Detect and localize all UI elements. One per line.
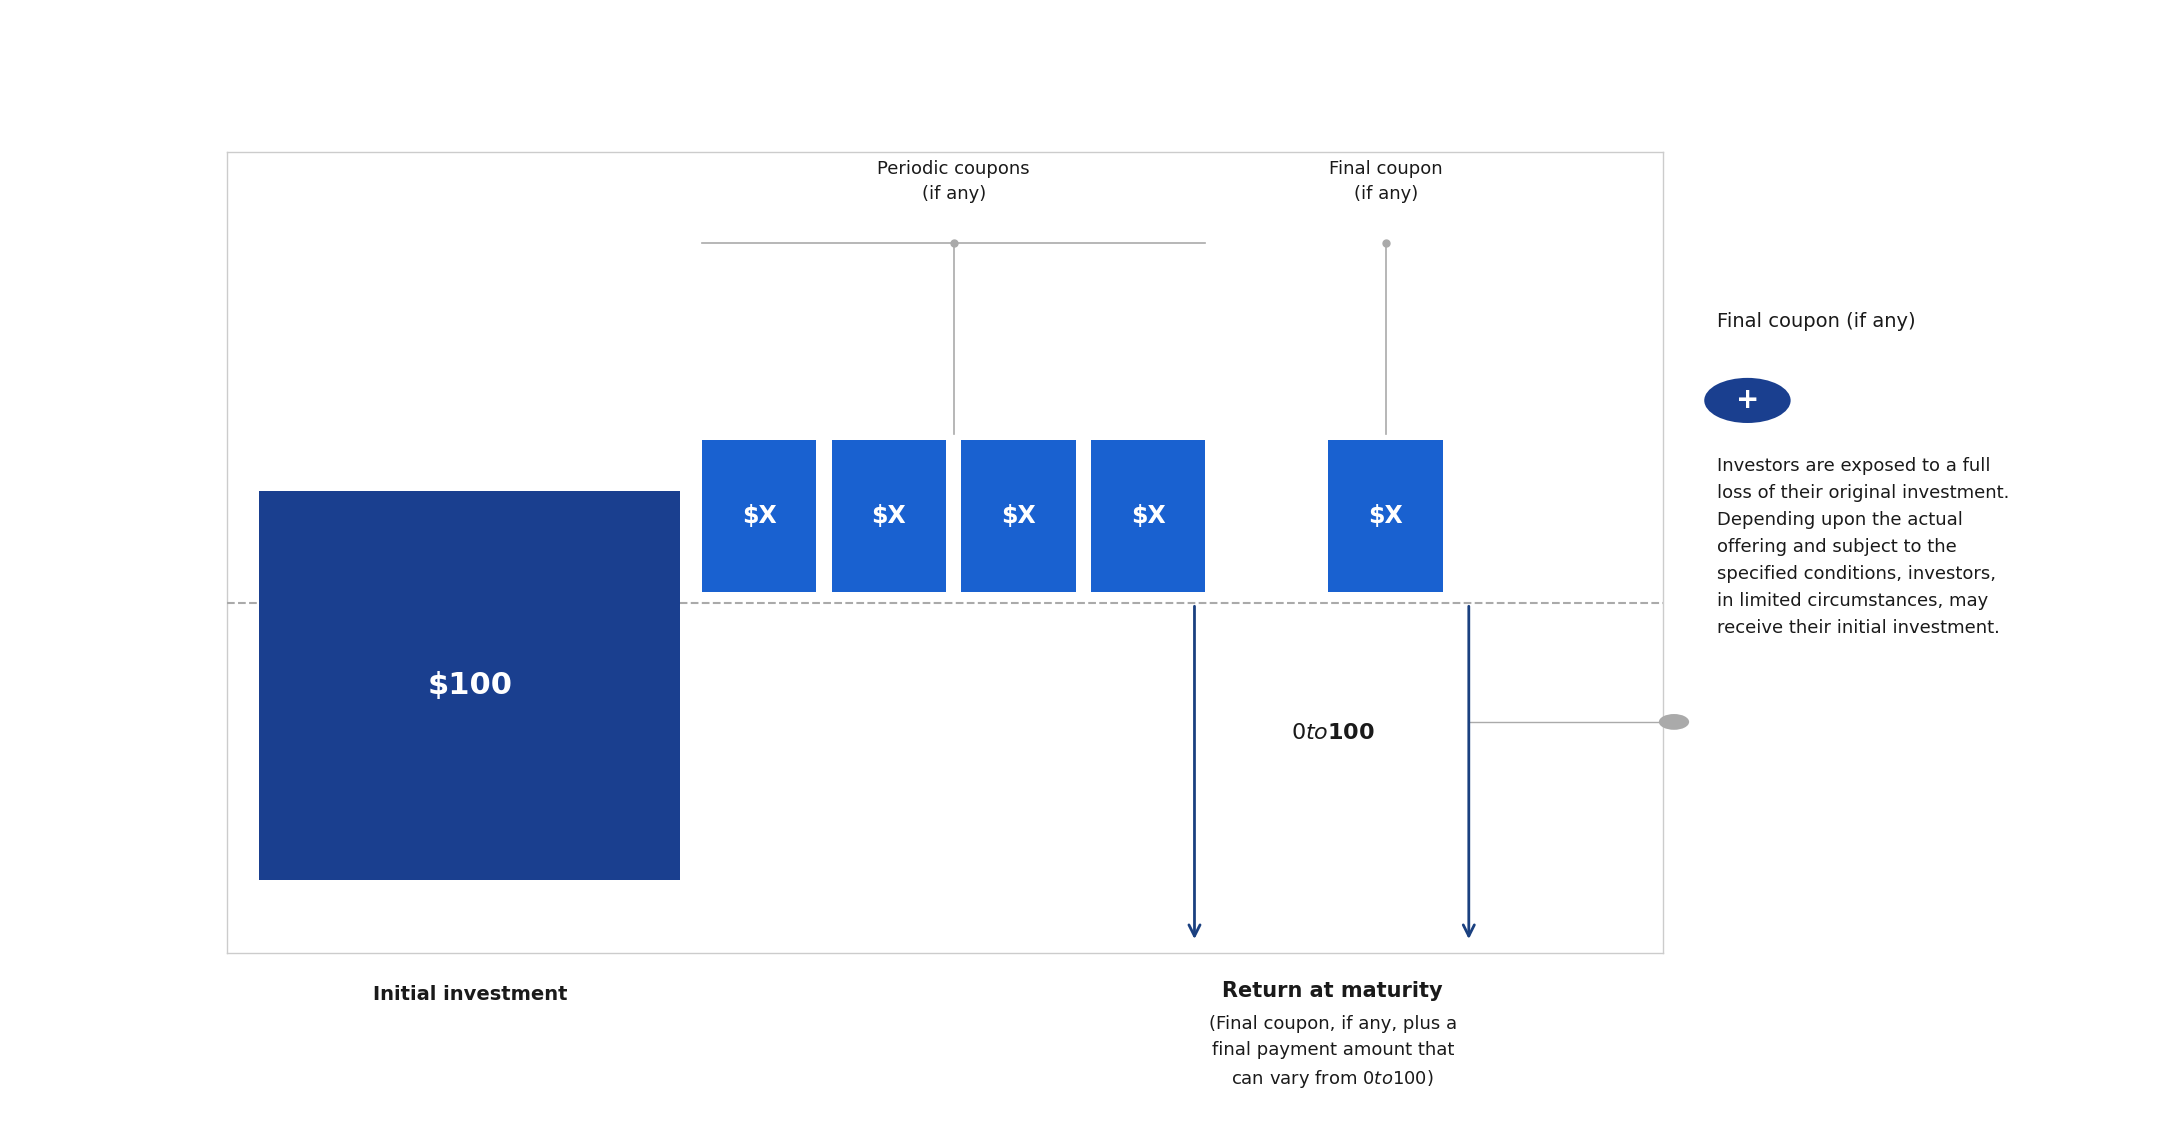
Text: $X: $X — [870, 504, 907, 528]
Text: $X: $X — [1130, 504, 1166, 528]
Text: Return at maturity: Return at maturity — [1223, 981, 1443, 1002]
Bar — [1328, 440, 1443, 592]
Circle shape — [1659, 714, 1689, 730]
Bar — [702, 440, 816, 592]
Circle shape — [1704, 378, 1791, 423]
Text: Initial investment: Initial investment — [372, 985, 568, 1004]
Text: Final coupon (if any): Final coupon (if any) — [1717, 312, 1916, 331]
Text: +: + — [1737, 387, 1758, 414]
Text: $0 to $100: $0 to $100 — [1292, 723, 1374, 743]
Bar — [961, 440, 1076, 592]
Text: $X: $X — [1000, 504, 1037, 528]
Text: $100: $100 — [428, 671, 512, 699]
Text: $X: $X — [1367, 504, 1404, 528]
Text: $X: $X — [741, 504, 778, 528]
Text: Periodic coupons
(if any): Periodic coupons (if any) — [877, 160, 1030, 203]
Text: (Final coupon, if any, plus a
final payment amount that
can vary from $0 to $100: (Final coupon, if any, plus a final paym… — [1210, 1015, 1456, 1090]
Text: Final coupon
(if any): Final coupon (if any) — [1328, 160, 1443, 203]
Bar — [1091, 440, 1205, 592]
Bar — [259, 491, 680, 880]
Text: Investors are exposed to a full
loss of their original investment.
Depending upo: Investors are exposed to a full loss of … — [1717, 457, 2009, 637]
Bar — [832, 440, 946, 592]
